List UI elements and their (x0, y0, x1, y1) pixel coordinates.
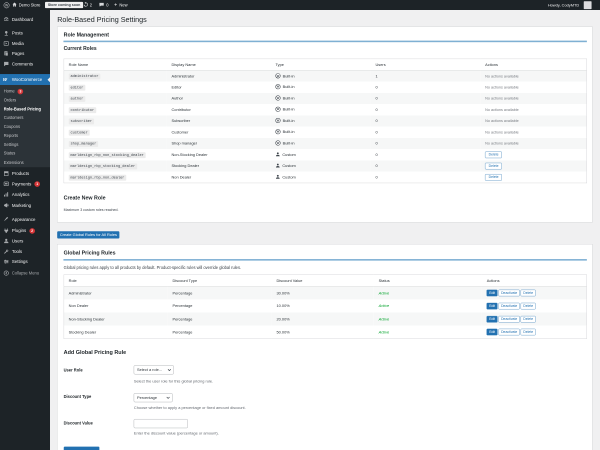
svg-text:W: W (277, 74, 280, 78)
svg-text:W: W (277, 141, 280, 145)
svg-text:W: W (277, 85, 280, 89)
svg-text:W: W (5, 3, 9, 7)
svg-text:W: W (277, 96, 280, 100)
svg-text:W: W (277, 130, 280, 134)
svg-text:W: W (277, 107, 280, 111)
svg-text:W: W (3, 77, 8, 82)
svg-text:W: W (277, 119, 280, 123)
